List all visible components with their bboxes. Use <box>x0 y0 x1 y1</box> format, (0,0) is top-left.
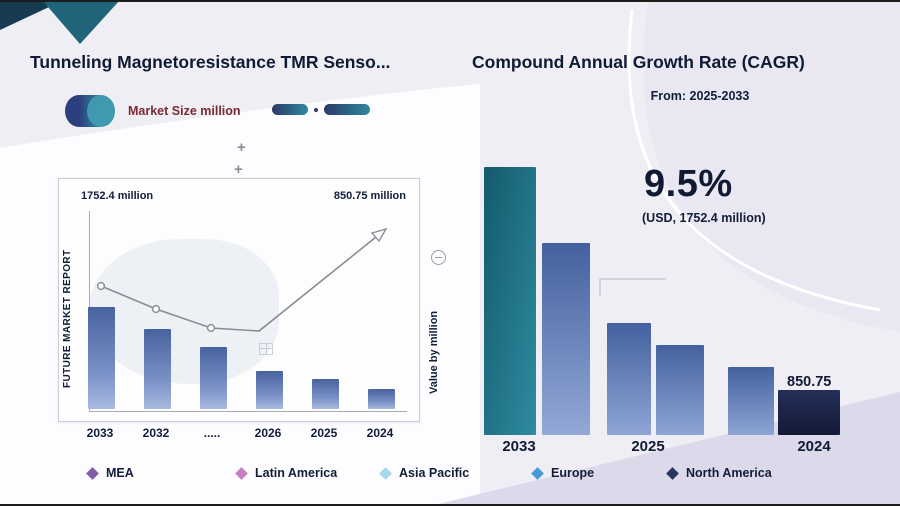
plus-decoration: + <box>234 161 243 178</box>
max-value-annotation: 1752.4 million <box>81 190 154 202</box>
minus-dash <box>435 256 442 259</box>
x-label-2032: 2032 <box>142 426 170 440</box>
legend-label-europe: Europe <box>551 466 595 480</box>
market-bar-2025 <box>311 379 339 409</box>
cagr-bar-5 <box>728 367 774 435</box>
pill-dot-decoration <box>314 107 318 112</box>
page-title-left: Tunneling Magnetoresistance TMR Senso... <box>30 52 391 72</box>
cagr-x-label-2024: 2024 <box>797 438 831 455</box>
cagr-bar-3 <box>607 323 651 435</box>
x-label-2025: 2025 <box>310 426 338 440</box>
x-label-2033: 2033 <box>86 426 114 440</box>
market-bar-..... <box>199 347 227 409</box>
cagr-bar-6 <box>778 390 840 435</box>
trend-arrow-line <box>96 227 388 333</box>
legend-item-europe: Europe <box>531 466 595 480</box>
pill-decoration <box>272 104 308 115</box>
cylinder-icon <box>65 95 115 127</box>
diamond-marker-asia-pacific <box>379 466 392 480</box>
cagr-x-labels: 2033 2025 2024 <box>0 438 900 456</box>
panel-background-blob <box>89 239 279 384</box>
cagr-title: Compound Annual Growth Rate (CAGR) <box>472 52 805 72</box>
legend-label-mea: MEA <box>106 466 134 480</box>
legend-label-north-america: North America <box>686 466 772 480</box>
market-bar-2024 <box>367 389 395 409</box>
legend-label-latin-america: Latin America <box>255 466 338 480</box>
cagr-x-label-2025: 2025 <box>631 438 665 455</box>
cagr-usd-note: (USD, 1752.4 million) <box>642 211 766 225</box>
diamond-marker-north-america <box>666 466 679 480</box>
diamond-marker-mea <box>86 466 99 480</box>
x-axis-line <box>89 411 407 412</box>
circle-minus-icon <box>431 250 446 265</box>
x-label-2024: 2024 <box>366 426 394 440</box>
cagr-bar-1 <box>484 167 536 435</box>
legend-item-latin-america: Latin America <box>235 466 338 480</box>
diamond-marker-latin-america <box>235 466 248 480</box>
market-bar-2026 <box>255 371 283 409</box>
cagr-bar-4 <box>656 345 704 435</box>
x-label-2026: 2026 <box>254 426 282 440</box>
pill-decoration <box>324 104 370 115</box>
market-bar-2032 <box>143 329 171 409</box>
market-bar-2033 <box>87 307 115 409</box>
legend-item-asia-pacific: Asia Pacific <box>379 466 470 480</box>
cagr-value: 9.5% <box>644 163 733 205</box>
market-size-legend: Market Size million <box>64 94 241 128</box>
legend-item-north-america: North America <box>666 466 772 480</box>
market-size-x-labels: 2033 2032..... 2026 2025 2024 <box>58 426 420 442</box>
cagr-subtitle: From: 2025-2033 <box>650 89 750 103</box>
value-850-label: 850.75 <box>787 374 832 390</box>
cagr-bar-2 <box>542 243 590 435</box>
legend-item-mea: MEA <box>86 466 134 480</box>
x-label-.....: ..... <box>203 426 221 440</box>
grid-icon <box>259 343 273 355</box>
step-line-decoration <box>599 278 666 296</box>
market-size-label: Market Size million <box>128 104 241 118</box>
legend-label-asia-pacific: Asia Pacific <box>399 466 470 480</box>
plus-decoration: + <box>237 139 246 156</box>
diamond-marker-europe <box>531 466 544 480</box>
min-value-annotation: 850.75 million <box>333 190 406 202</box>
region-legend: MEA Latin America Asia Pacific Europe North … <box>0 466 900 486</box>
market-size-bars <box>59 179 419 421</box>
gradient-pills-decoration <box>272 104 370 115</box>
cagr-x-label-2033: 2033 <box>502 438 536 455</box>
market-size-chart-panel: 1752.4 million 850.75 million FUTURE MAR… <box>58 178 420 422</box>
